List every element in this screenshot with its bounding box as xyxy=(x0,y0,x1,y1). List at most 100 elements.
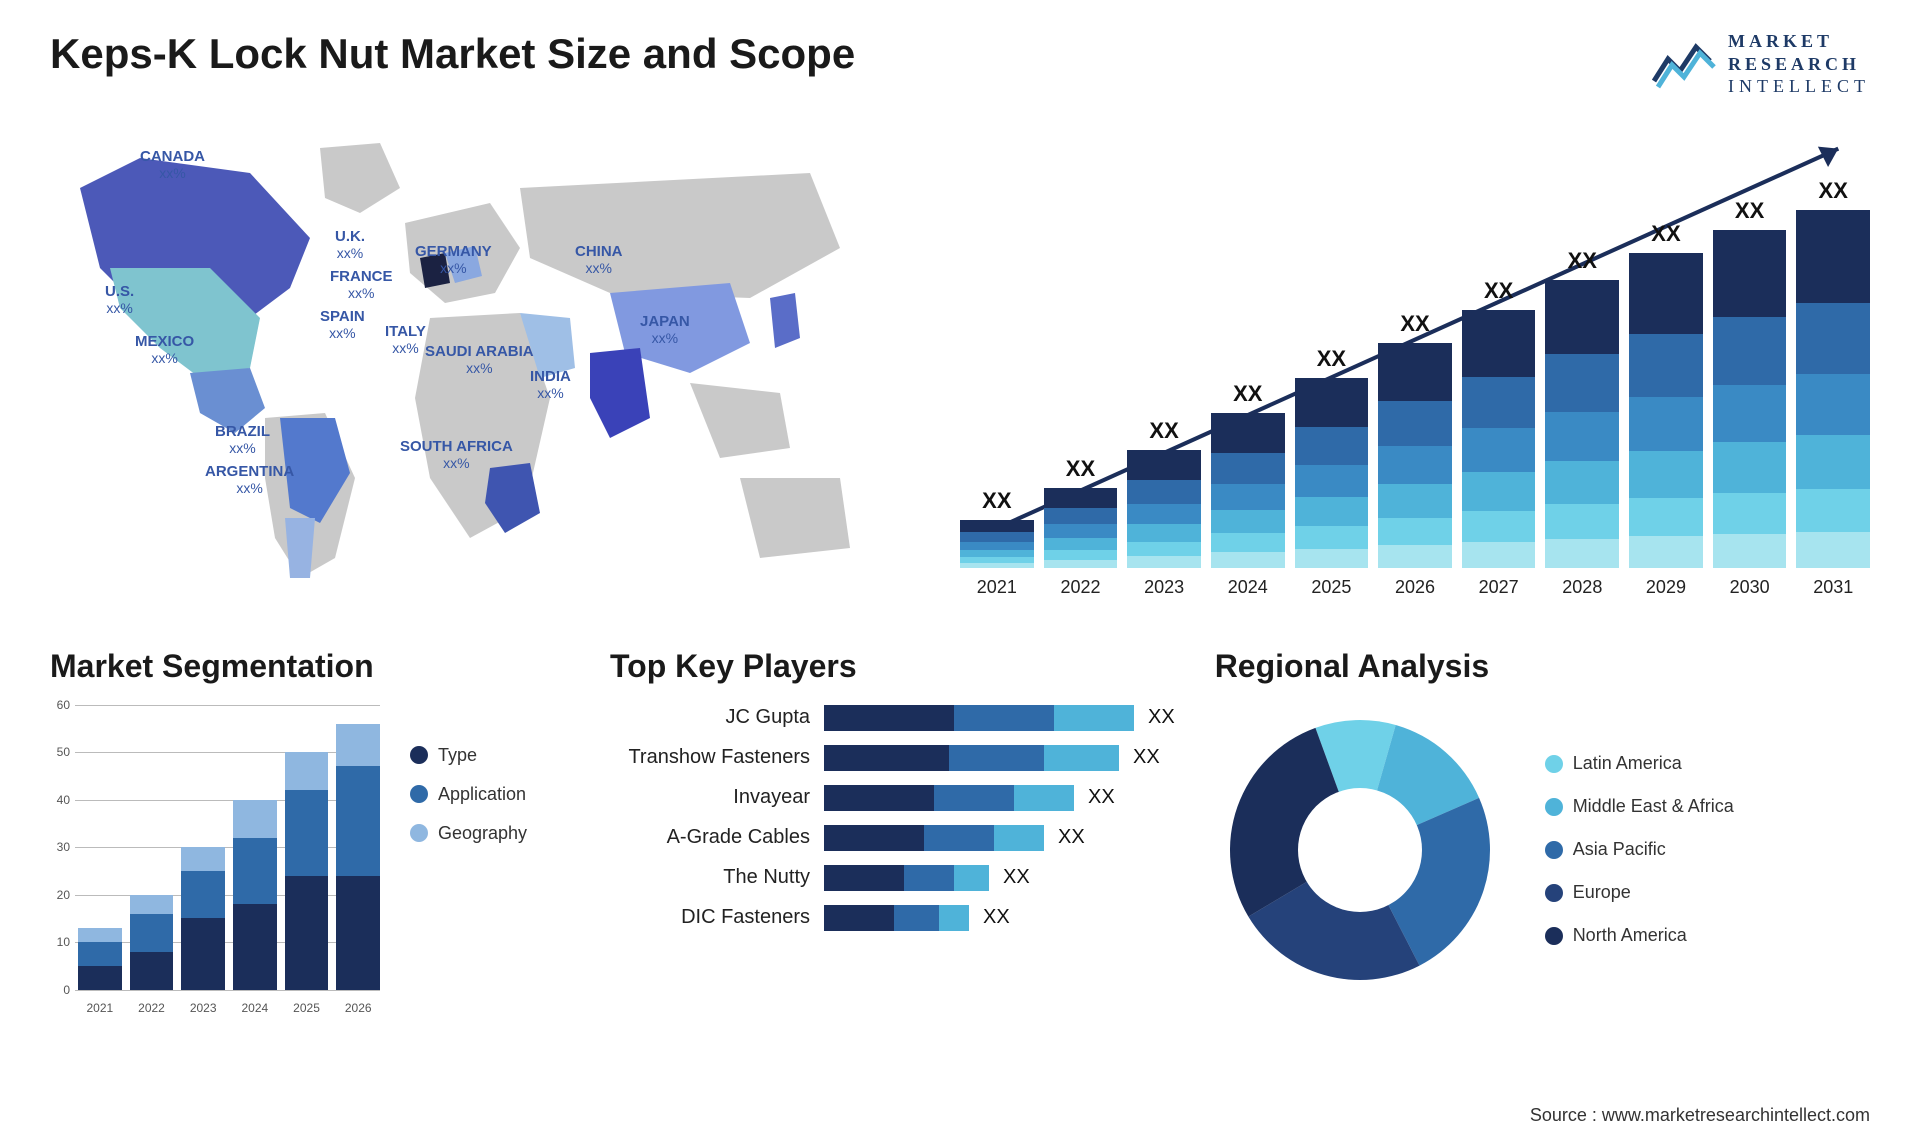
segmentation-panel: Market Segmentation 01020304050602021202… xyxy=(50,648,570,1078)
regional-title: Regional Analysis xyxy=(1215,648,1870,685)
seg-year-label: 2022 xyxy=(130,1001,174,1015)
player-row: Invayear XX xyxy=(610,785,1175,811)
seg-year-label: 2024 xyxy=(233,1001,277,1015)
growth-chart: XXXXXXXXXXXXXXXXXXXXXX 20212022202320242… xyxy=(960,118,1870,598)
seg-ytick: 50 xyxy=(50,745,70,759)
seg-year-label: 2021 xyxy=(78,1001,122,1015)
map-label-italy: ITALYxx% xyxy=(385,323,426,356)
map-label-brazil: BRAZILxx% xyxy=(215,423,270,456)
regional-donut xyxy=(1215,705,1505,995)
seg-bar-2026 xyxy=(336,724,380,990)
players-list: JC Gupta XX Transhow Fasteners XX Invayear XX… xyxy=(610,705,1175,931)
growth-bar-2025: XX xyxy=(1295,346,1369,568)
player-name: Transhow Fasteners xyxy=(610,746,810,769)
map-label-germany: GERMANYxx% xyxy=(415,243,492,276)
player-row: JC Gupta XX xyxy=(610,705,1175,731)
seg-bar-2025 xyxy=(285,752,329,990)
growth-bar-2028: XX xyxy=(1545,248,1619,568)
regional-panel: Regional Analysis Latin America Middle Ea… xyxy=(1215,648,1870,1078)
seg-year-label: 2023 xyxy=(181,1001,225,1015)
map-label-france: FRANCExx% xyxy=(330,268,393,301)
growth-year-label: 2022 xyxy=(1044,577,1118,598)
player-value: XX xyxy=(1003,866,1030,889)
player-name: DIC Fasteners xyxy=(610,906,810,929)
map-label-argentina: ARGENTINAxx% xyxy=(205,463,294,496)
growth-year-label: 2031 xyxy=(1796,577,1870,598)
growth-year-label: 2025 xyxy=(1295,577,1369,598)
segmentation-chart: 0102030405060202120222023202420252026 xyxy=(50,705,380,1015)
top-players-title: Top Key Players xyxy=(610,648,1175,685)
player-row: The Nutty XX xyxy=(610,865,1175,891)
seg-bar-2024 xyxy=(233,800,277,990)
seg-ytick: 10 xyxy=(50,935,70,949)
player-name: Invayear xyxy=(610,786,810,809)
map-label-india: INDIAxx% xyxy=(530,368,571,401)
seg-year-label: 2025 xyxy=(285,1001,329,1015)
regional-legend-item: Latin America xyxy=(1545,753,1734,774)
map-label-spain: SPAINxx% xyxy=(320,308,365,341)
seg-year-label: 2026 xyxy=(336,1001,380,1015)
player-name: JC Gupta xyxy=(610,706,810,729)
seg-ytick: 60 xyxy=(50,698,70,712)
page-title: Keps-K Lock Nut Market Size and Scope xyxy=(50,30,855,78)
player-value: XX xyxy=(1148,706,1175,729)
growth-bar-2029: XX xyxy=(1629,221,1703,568)
map-label-south-africa: SOUTH AFRICAxx% xyxy=(400,438,513,471)
growth-year-label: 2030 xyxy=(1713,577,1787,598)
source-text: Source : www.marketresearchintellect.com xyxy=(1530,1105,1870,1126)
player-value: XX xyxy=(1088,786,1115,809)
logo-icon xyxy=(1652,37,1716,91)
segmentation-legend: Type Application Geography xyxy=(410,705,527,1015)
world-map-panel: CANADAxx%U.S.xx%MEXICOxx%BRAZILxx%ARGENT… xyxy=(50,118,920,598)
growth-bar-2024: XX xyxy=(1211,381,1285,568)
regional-legend-item: Asia Pacific xyxy=(1545,839,1734,860)
logo-line1: MARKET xyxy=(1728,30,1870,53)
seg-bar-2022 xyxy=(130,895,174,990)
growth-year-label: 2029 xyxy=(1629,577,1703,598)
seg-ytick: 30 xyxy=(50,840,70,854)
growth-year-label: 2028 xyxy=(1545,577,1619,598)
player-value: XX xyxy=(983,906,1010,929)
growth-bar-2026: XX xyxy=(1378,311,1452,568)
map-label-canada: CANADAxx% xyxy=(140,148,205,181)
growth-year-label: 2027 xyxy=(1462,577,1536,598)
regional-legend-item: North America xyxy=(1545,925,1734,946)
map-label-u-s-: U.S.xx% xyxy=(105,283,134,316)
seg-ytick: 0 xyxy=(50,983,70,997)
regional-legend: Latin America Middle East & Africa Asia Pa… xyxy=(1545,753,1734,946)
seg-ytick: 20 xyxy=(50,888,70,902)
brand-logo: MARKET RESEARCH INTELLECT xyxy=(1652,30,1870,98)
regional-legend-item: Europe xyxy=(1545,882,1734,903)
growth-bar-2030: XX xyxy=(1713,198,1787,568)
regional-legend-item: Middle East & Africa xyxy=(1545,796,1734,817)
player-row: DIC Fasteners XX xyxy=(610,905,1175,931)
player-row: Transhow Fasteners XX xyxy=(610,745,1175,771)
player-name: The Nutty xyxy=(610,866,810,889)
seg-bar-2023 xyxy=(181,847,225,990)
growth-year-label: 2021 xyxy=(960,577,1034,598)
player-value: XX xyxy=(1058,826,1085,849)
growth-bar-2022: XX xyxy=(1044,456,1118,568)
seg-bar-2021 xyxy=(78,928,122,990)
top-players-panel: Top Key Players JC GuptaXXTranshow Faste… xyxy=(610,648,1175,1078)
logo-line3: INTELLECT xyxy=(1728,75,1870,98)
seg-legend-item: Type xyxy=(410,745,527,766)
growth-year-label: 2024 xyxy=(1211,577,1285,598)
map-label-japan: JAPANxx% xyxy=(640,313,690,346)
map-label-saudi-arabia: SAUDI ARABIAxx% xyxy=(425,343,534,376)
growth-bar-2023: XX xyxy=(1127,418,1201,568)
segmentation-title: Market Segmentation xyxy=(50,648,570,685)
growth-year-label: 2023 xyxy=(1127,577,1201,598)
player-row: A-Grade Cables XX xyxy=(610,825,1175,851)
logo-line2: RESEARCH xyxy=(1728,53,1870,76)
growth-bar-2021: XX xyxy=(960,488,1034,568)
seg-legend-item: Application xyxy=(410,784,527,805)
player-name: A-Grade Cables xyxy=(610,826,810,849)
growth-bar-2027: XX xyxy=(1462,278,1536,568)
map-label-u-k-: U.K.xx% xyxy=(335,228,365,261)
map-label-china: CHINAxx% xyxy=(575,243,623,276)
player-value: XX xyxy=(1133,746,1160,769)
growth-bar-2031: XX xyxy=(1796,178,1870,568)
growth-year-label: 2026 xyxy=(1378,577,1452,598)
seg-legend-item: Geography xyxy=(410,823,527,844)
